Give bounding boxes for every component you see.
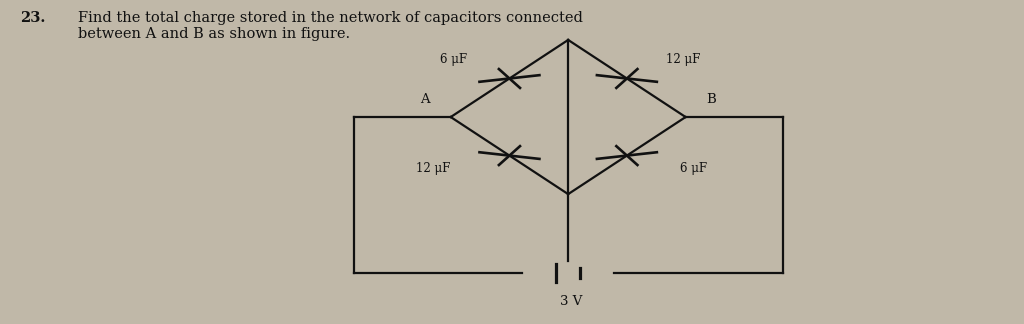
- Text: A: A: [421, 93, 430, 106]
- Text: 12 μF: 12 μF: [666, 53, 700, 66]
- Text: Find the total charge stored in the network of capacitors connected
between A an: Find the total charge stored in the netw…: [78, 11, 583, 41]
- Text: 6 μF: 6 μF: [680, 162, 707, 175]
- Text: 3 V: 3 V: [560, 295, 583, 307]
- Text: 12 μF: 12 μF: [416, 162, 450, 175]
- Text: 23.: 23.: [19, 11, 45, 25]
- Text: B: B: [707, 93, 716, 106]
- Text: 6 μF: 6 μF: [439, 53, 467, 66]
